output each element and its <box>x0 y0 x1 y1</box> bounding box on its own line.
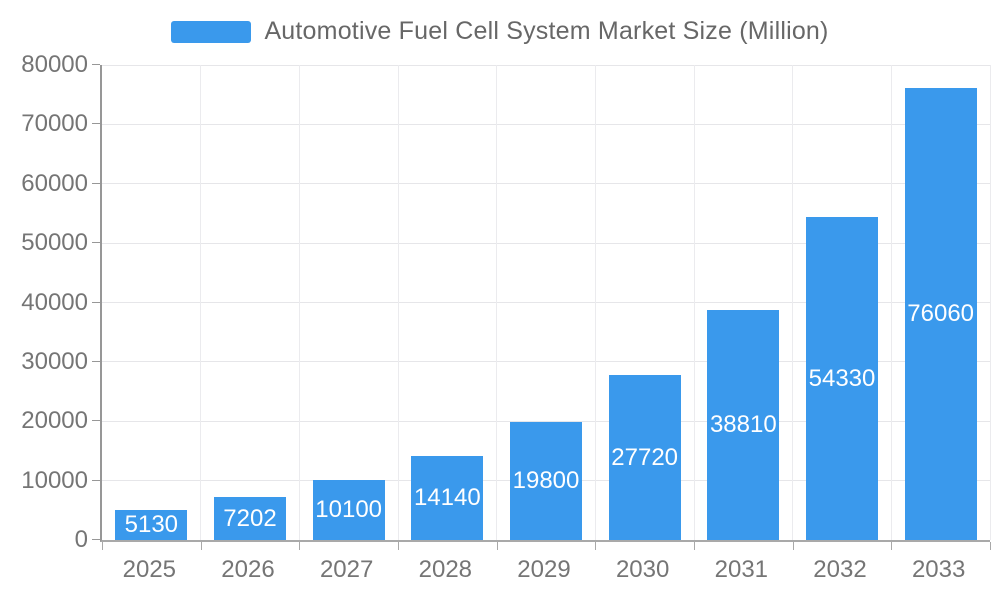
gridline-horizontal <box>102 183 990 185</box>
x-axis-tick <box>891 542 893 550</box>
y-tick-label: 60000 <box>21 169 88 197</box>
gridline-horizontal <box>102 361 990 363</box>
gridline-vertical <box>298 65 300 540</box>
gridline-horizontal <box>102 302 990 303</box>
y-axis-tick <box>92 182 100 184</box>
legend-item[interactable]: Automotive Fuel Cell System Market Size … <box>0 17 1000 46</box>
x-axis-tick <box>694 542 695 550</box>
gridline-vertical <box>594 65 596 540</box>
y-axis-tick <box>92 479 100 481</box>
x-axis-tick <box>496 542 498 550</box>
y-tick-label: 40000 <box>21 288 88 316</box>
bar-2027[interactable]: 10100 <box>312 480 385 540</box>
gridline-vertical <box>397 65 399 540</box>
y-tick-label: 0 <box>74 526 88 553</box>
gridline-vertical <box>890 65 892 540</box>
x-tick-label: 2027 <box>319 556 374 583</box>
bar-2025[interactable]: 5130 <box>115 509 188 540</box>
x-axis-tick <box>398 542 399 550</box>
bar-value-label: 5130 <box>124 510 179 538</box>
gridline-vertical <box>496 65 498 540</box>
bar-2026[interactable]: 7202 <box>214 497 286 540</box>
legend-swatch <box>171 20 252 43</box>
gridline-vertical <box>693 65 695 540</box>
y-axis-tick <box>92 301 100 303</box>
x-tick-label: 2033 <box>911 556 966 583</box>
bar-value-label: 27720 <box>611 443 679 471</box>
x-axis-tick <box>200 542 202 550</box>
x-tick-label: 2031 <box>714 556 769 583</box>
x-tick-label: 2026 <box>221 556 275 583</box>
bar-value-label: 76060 <box>907 300 975 328</box>
y-axis-tick <box>92 242 100 244</box>
y-axis-tick <box>92 360 100 362</box>
bar-2029[interactable]: 19800 <box>510 422 582 540</box>
x-tick-label: 2030 <box>615 556 670 583</box>
y-tick-label: 10000 <box>21 466 88 494</box>
gridline-horizontal <box>102 242 990 244</box>
gridline-vertical <box>989 65 991 540</box>
gridline-horizontal <box>102 64 990 66</box>
y-tick-label: 20000 <box>21 407 88 435</box>
bar-value-label: 54330 <box>808 364 876 392</box>
x-tick-label: 2028 <box>418 556 473 583</box>
y-axis-tick <box>92 420 100 422</box>
bar-2031[interactable]: 38810 <box>707 309 780 540</box>
plot-area: 5130 7202 10100 14140 19800 27720 38810 54330 76… <box>92 64 991 550</box>
x-axis-tick <box>595 542 597 550</box>
bar-2030[interactable]: 27720 <box>608 375 681 540</box>
bar-value-label: 10100 <box>315 496 383 524</box>
gridline-vertical <box>792 65 794 540</box>
bar-2028[interactable]: 14140 <box>411 456 484 540</box>
x-axis-tick <box>299 542 301 550</box>
x-axis-tick <box>792 542 794 550</box>
gridline-horizontal <box>102 420 990 422</box>
x-tick-label: 2032 <box>813 556 867 583</box>
legend-label: Automotive Fuel Cell System Market Size … <box>264 17 829 45</box>
bar-value-label: 14140 <box>413 484 481 512</box>
gridline-horizontal <box>102 123 990 125</box>
bar-value-label: 7202 <box>223 504 277 532</box>
y-axis-tick <box>92 64 100 65</box>
bar-value-label: 38810 <box>709 410 777 438</box>
bar-2032[interactable]: 54330 <box>806 217 878 540</box>
gridline-vertical <box>200 65 202 540</box>
y-axis-tick <box>92 539 100 540</box>
x-axis-tick <box>102 542 103 550</box>
y-tick-label: 80000 <box>21 51 88 78</box>
y-tick-label: 50000 <box>21 229 88 257</box>
y-tick-label: 70000 <box>21 110 88 138</box>
x-axis-tick <box>990 542 991 550</box>
y-axis-tick <box>92 123 100 125</box>
x-tick-label: 2025 <box>122 556 177 583</box>
x-tick-label: 2029 <box>517 556 571 583</box>
bar-2033[interactable]: 76060 <box>904 88 977 540</box>
y-tick-label: 30000 <box>21 347 88 375</box>
bar-value-label: 19800 <box>512 467 580 495</box>
